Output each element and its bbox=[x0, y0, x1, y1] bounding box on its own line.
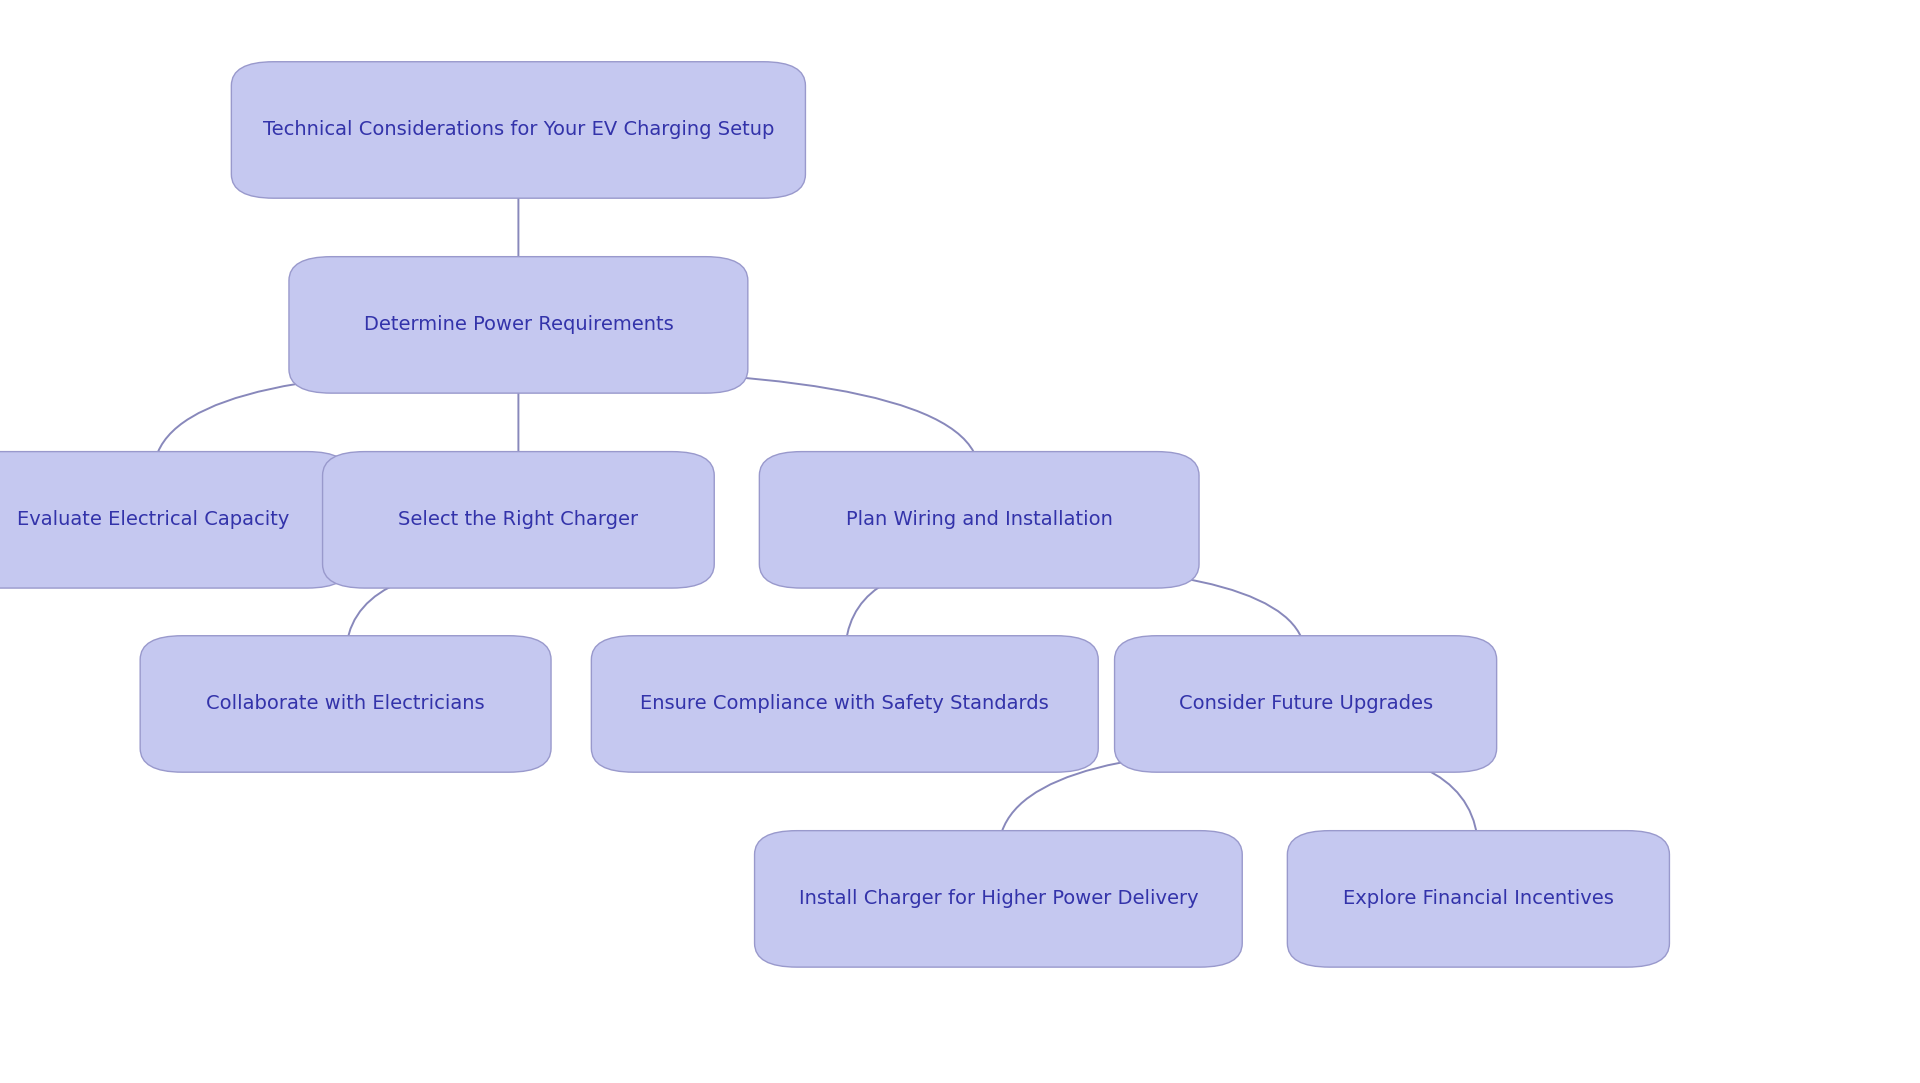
Text: Technical Considerations for Your EV Charging Setup: Technical Considerations for Your EV Cha… bbox=[263, 120, 774, 140]
FancyBboxPatch shape bbox=[755, 831, 1242, 967]
FancyBboxPatch shape bbox=[1114, 636, 1498, 772]
FancyBboxPatch shape bbox=[290, 257, 749, 393]
Text: Select the Right Charger: Select the Right Charger bbox=[397, 510, 639, 530]
Text: Plan Wiring and Installation: Plan Wiring and Installation bbox=[847, 510, 1112, 530]
Text: Determine Power Requirements: Determine Power Requirements bbox=[363, 315, 674, 335]
FancyBboxPatch shape bbox=[591, 636, 1098, 772]
FancyBboxPatch shape bbox=[323, 452, 714, 588]
Text: Consider Future Upgrades: Consider Future Upgrades bbox=[1179, 694, 1432, 714]
Text: Evaluate Electrical Capacity: Evaluate Electrical Capacity bbox=[17, 510, 290, 530]
FancyBboxPatch shape bbox=[1286, 831, 1668, 967]
FancyBboxPatch shape bbox=[140, 636, 551, 772]
Text: Explore Financial Incentives: Explore Financial Incentives bbox=[1342, 889, 1615, 909]
Text: Install Charger for Higher Power Delivery: Install Charger for Higher Power Deliver… bbox=[799, 889, 1198, 909]
FancyBboxPatch shape bbox=[232, 62, 806, 198]
FancyBboxPatch shape bbox=[758, 452, 1198, 588]
Text: Collaborate with Electricians: Collaborate with Electricians bbox=[205, 694, 486, 714]
Text: Ensure Compliance with Safety Standards: Ensure Compliance with Safety Standards bbox=[641, 694, 1048, 714]
FancyBboxPatch shape bbox=[0, 452, 349, 588]
